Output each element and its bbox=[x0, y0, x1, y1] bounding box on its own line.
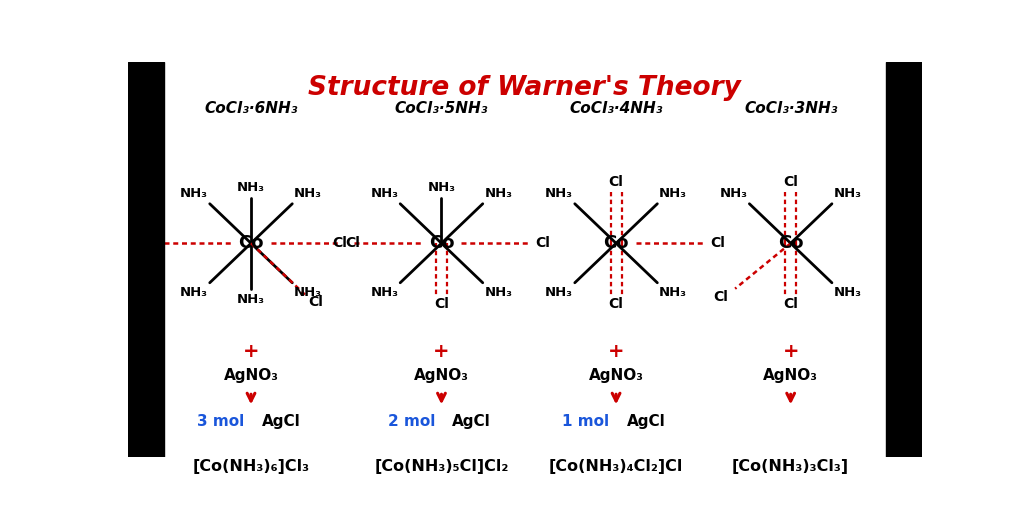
Text: Cl: Cl bbox=[714, 290, 728, 304]
Text: Co: Co bbox=[429, 234, 455, 252]
Text: NH₃: NH₃ bbox=[180, 286, 208, 299]
Text: 2 mol: 2 mol bbox=[388, 413, 435, 428]
Text: [Co(NH₃)₃Cl₃]: [Co(NH₃)₃Cl₃] bbox=[732, 459, 849, 474]
Text: NH₃: NH₃ bbox=[834, 187, 862, 201]
Text: Co: Co bbox=[603, 234, 629, 252]
Text: +: + bbox=[433, 342, 450, 361]
Text: CoCl₃·5NH₃: CoCl₃·5NH₃ bbox=[395, 102, 488, 116]
Text: +: + bbox=[608, 342, 625, 361]
Text: AgNO₃: AgNO₃ bbox=[763, 368, 818, 383]
Text: [Co(NH₃)₄Cl₂]Cl: [Co(NH₃)₄Cl₂]Cl bbox=[549, 459, 683, 474]
Text: Cl: Cl bbox=[783, 298, 798, 311]
Text: Cl: Cl bbox=[783, 175, 798, 189]
Text: 1 mol: 1 mol bbox=[562, 413, 609, 428]
Text: Structure of Warner's Theory: Structure of Warner's Theory bbox=[308, 75, 741, 102]
Text: Cl: Cl bbox=[608, 298, 624, 311]
Text: [Co(NH₃)₆]Cl₃: [Co(NH₃)₆]Cl₃ bbox=[193, 459, 309, 474]
Text: Cl: Cl bbox=[308, 295, 324, 309]
Text: AgNO₃: AgNO₃ bbox=[589, 368, 643, 383]
Text: NH₃: NH₃ bbox=[427, 182, 456, 194]
Text: 3 mol: 3 mol bbox=[198, 413, 245, 428]
Text: Cl: Cl bbox=[434, 298, 449, 311]
Text: NH₃: NH₃ bbox=[484, 286, 513, 299]
Text: AgCl: AgCl bbox=[262, 413, 300, 428]
Text: CoCl₃·6NH₃: CoCl₃·6NH₃ bbox=[205, 102, 298, 116]
Text: Cl: Cl bbox=[142, 236, 157, 250]
Bar bbox=[128, 62, 164, 457]
Text: NH₃: NH₃ bbox=[659, 286, 687, 299]
Text: Cl: Cl bbox=[711, 236, 725, 250]
Text: CoCl₃·3NH₃: CoCl₃·3NH₃ bbox=[744, 102, 838, 116]
Text: NH₃: NH₃ bbox=[484, 187, 513, 201]
Text: Cl: Cl bbox=[608, 175, 624, 189]
Text: Co: Co bbox=[778, 234, 804, 252]
Text: NH₃: NH₃ bbox=[371, 187, 398, 201]
Text: NH₃: NH₃ bbox=[659, 187, 687, 201]
Text: CoCl₃·4NH₃: CoCl₃·4NH₃ bbox=[569, 102, 663, 116]
Text: +: + bbox=[782, 342, 799, 361]
Text: NH₃: NH₃ bbox=[720, 187, 748, 201]
Text: +: + bbox=[243, 342, 259, 361]
Text: Cl: Cl bbox=[333, 236, 347, 250]
Text: AgNO₃: AgNO₃ bbox=[223, 368, 279, 383]
Text: NH₃: NH₃ bbox=[834, 286, 862, 299]
Text: NH₃: NH₃ bbox=[294, 187, 323, 201]
Text: AgCl: AgCl bbox=[453, 413, 490, 428]
Text: NH₃: NH₃ bbox=[237, 293, 265, 306]
Text: NH₃: NH₃ bbox=[545, 187, 572, 201]
Text: NH₃: NH₃ bbox=[545, 286, 572, 299]
Text: Cl: Cl bbox=[536, 236, 551, 250]
Text: NH₃: NH₃ bbox=[294, 286, 323, 299]
Text: [Co(NH₃)₅Cl]Cl₂: [Co(NH₃)₅Cl]Cl₂ bbox=[375, 459, 509, 474]
Text: NH₃: NH₃ bbox=[180, 187, 208, 201]
Text: NH₃: NH₃ bbox=[237, 182, 265, 194]
Text: Co: Co bbox=[239, 234, 264, 252]
Text: AgNO₃: AgNO₃ bbox=[414, 368, 469, 383]
Bar bbox=[886, 62, 922, 457]
Text: Cl: Cl bbox=[345, 236, 360, 250]
Text: NH₃: NH₃ bbox=[371, 286, 398, 299]
Text: AgCl: AgCl bbox=[627, 413, 666, 428]
